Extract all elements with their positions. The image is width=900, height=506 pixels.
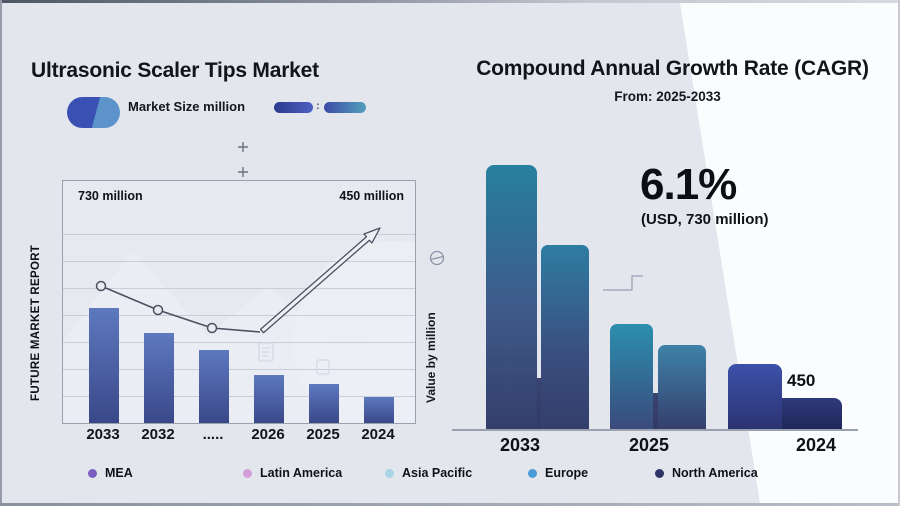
bar-bridge (537, 378, 541, 429)
market-size-label: Market Size million (128, 99, 246, 114)
left-bar-2032 (144, 333, 174, 423)
legend-dot (528, 468, 537, 478)
frame-border-right (898, 0, 900, 506)
legend-dot (88, 468, 97, 478)
left-bar-2026 (254, 375, 284, 423)
cagr-note: (USD, 730 million) (641, 211, 769, 228)
right-bar-2025-2 (658, 345, 706, 429)
frame-border-left (0, 0, 2, 506)
right-bar-2025-1 (610, 324, 653, 429)
left-x-label: 2032 (141, 426, 175, 443)
bar-bridge (653, 393, 658, 429)
left-x-label: 2024 (361, 426, 395, 443)
right-x-axis-line (452, 429, 858, 431)
legend-dot (385, 468, 394, 478)
frame-border-top (0, 0, 900, 3)
right-x-label: 2033 (499, 435, 541, 455)
right-chart-subtitle: From: 2025-2033 (614, 89, 721, 104)
right-bar-2024-1 (728, 364, 782, 429)
right-bar-2024-2 (782, 398, 842, 429)
pill-separator: : (316, 100, 320, 112)
bar-annotation-450: 450 (787, 371, 816, 390)
left-x-label: 2033 (86, 426, 120, 443)
legend-item-latin-america: Latin America (243, 466, 342, 480)
frame-border-bottom (0, 503, 900, 506)
left-bar-..... (199, 350, 229, 423)
left-x-label: 2025 (306, 426, 340, 443)
right-bar-2033-1 (486, 165, 537, 429)
right-bar-2033-2 (541, 245, 589, 429)
capsule-pill-icon (67, 97, 120, 128)
value-annotation-730: 730 million (78, 189, 143, 203)
legend-dot (243, 468, 252, 478)
right-x-label: 2025 (628, 435, 670, 455)
right-chart-title: Compound Annual Growth Rate (CAGR) (476, 57, 869, 80)
left-bar-2024 (364, 397, 394, 423)
legend-label: North America (672, 466, 758, 480)
legend-item-asia-pacific: Asia Pacific (385, 466, 472, 480)
cagr-value: 6.1% (640, 160, 737, 209)
legend-label: Europe (545, 466, 589, 480)
left-x-label: ..... (202, 426, 224, 443)
legend-dot (655, 468, 664, 478)
legend-item-north-america: North America (655, 466, 758, 480)
left-x-label: 2026 (251, 426, 285, 443)
pill-icon-dark (274, 102, 313, 113)
left-bar-2025 (309, 384, 339, 423)
legend-label: Asia Pacific (402, 466, 473, 480)
legend-item-mea: MEA (88, 466, 133, 480)
pill-icon-teal (324, 102, 366, 113)
legend-label: Latin America (260, 466, 343, 480)
value-annotation-450: 450 million (339, 189, 404, 203)
left-chart-title: Ultrasonic Scaler Tips Market (31, 59, 319, 82)
right-x-label: 2024 (795, 435, 837, 455)
legend-item-europe: Europe (528, 466, 588, 480)
legend-label: MEA (105, 466, 133, 480)
